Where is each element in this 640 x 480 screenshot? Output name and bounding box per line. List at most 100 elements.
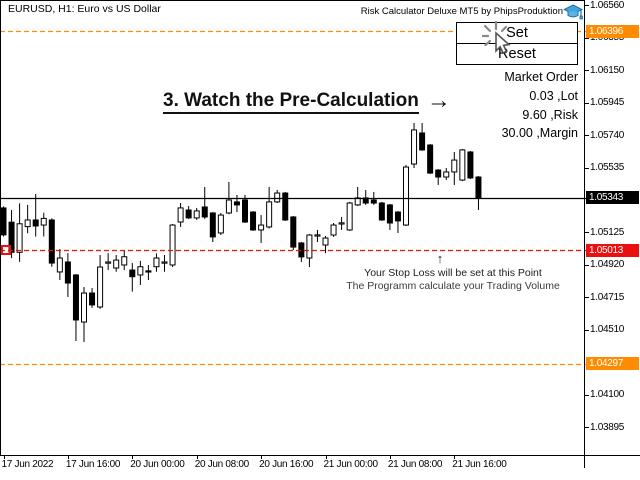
price-tick-label: 1.05125	[590, 226, 625, 238]
time-tick-label: 21 Jun 00:00	[323, 459, 379, 470]
indicator-title: Risk Calculator Deluxe MT5 by PhipsProdu…	[360, 6, 563, 17]
bear-candle	[467, 151, 474, 179]
time-tick-label: 20 Jun 00:00	[130, 459, 185, 470]
price-tick-label: 1.05740	[590, 129, 625, 141]
price-tick-label: 1.05945	[590, 97, 625, 109]
graduation-cap-icon	[563, 4, 583, 20]
time-tick-label: 17 Jun 16:00	[65, 459, 121, 470]
right-arrow-glyph: →	[426, 87, 451, 114]
bear-candle	[145, 270, 152, 273]
bear-candle	[427, 144, 434, 174]
bull-candle	[16, 223, 23, 253]
current-price-line-price-label: 1.05343	[586, 191, 639, 205]
bear-candle	[32, 219, 39, 227]
bull-candle	[24, 219, 31, 228]
bull-candle	[322, 237, 329, 246]
price-tick-label: 1.04100	[590, 389, 625, 401]
bull-candle	[40, 217, 47, 226]
time-tick-label: 21 Jun 16:00	[452, 459, 507, 470]
bull-candle	[338, 222, 345, 225]
bull-candle	[153, 257, 160, 268]
bear-candle	[370, 199, 377, 204]
price-tick-label: 1.06150	[590, 64, 625, 76]
risk-calculator-panel: Set Reset	[456, 22, 578, 65]
bull-candle	[451, 159, 458, 173]
order-type-label: Market Order	[504, 70, 578, 84]
bear-candle	[209, 212, 216, 238]
bull-candle	[443, 171, 450, 178]
bull-candle	[225, 199, 232, 214]
stop-loss-line-price-label: 1.05013	[586, 243, 639, 257]
bear-candle	[378, 202, 385, 221]
bull-candle	[56, 257, 63, 273]
bear-candle	[129, 269, 136, 278]
bull-candle	[81, 292, 87, 323]
take-profit-lower-line-price-label: 1.04297	[586, 357, 639, 371]
bull-candle	[137, 266, 144, 276]
bear-candle	[282, 192, 289, 221]
bear-candle	[394, 211, 401, 222]
stop-loss-drag-marker[interactable]	[1, 245, 11, 255]
price-tick-label: 1.06560	[590, 0, 625, 11]
set-button[interactable]: Set	[457, 23, 577, 44]
lot-value: 0.03 ,Lot	[529, 88, 578, 103]
bull-candle	[258, 224, 265, 231]
bull-candle	[193, 210, 200, 219]
bull-candle	[161, 261, 168, 264]
time-tick-label: 17 Jun 2022	[1, 459, 54, 470]
bull-candle	[121, 256, 128, 266]
bull-candle	[113, 259, 120, 269]
tutorial-heading: 3. Watch the Pre-Calculation →	[163, 87, 451, 115]
stoploss-annotation-line2: The Programm calculate your Trading Volu…	[346, 280, 560, 292]
bull-candle	[306, 234, 313, 259]
order-info: Market Order 0.03 ,Lot 9.60 ,Risk 30.00 …	[502, 68, 578, 143]
bull-candle	[274, 192, 281, 203]
bear-candle	[89, 292, 96, 306]
bull-candle	[403, 166, 409, 226]
bull-candle	[217, 214, 224, 234]
bear-candle	[201, 206, 208, 218]
bear-candle	[72, 274, 79, 321]
bull-candle	[105, 261, 112, 264]
bull-candle	[411, 129, 418, 165]
price-tick-label: 1.06355	[590, 32, 625, 44]
bull-candle	[177, 207, 184, 223]
bull-candle	[169, 224, 176, 266]
margin-value: 30.00 ,Margin	[501, 126, 578, 141]
risk-value: 9.60 ,Risk	[522, 107, 578, 122]
bear-candle	[250, 211, 257, 231]
bear-candle	[48, 219, 55, 264]
time-tick-label: 20 Jun 16:00	[259, 459, 314, 470]
bear-candle	[475, 176, 482, 199]
bear-candle	[64, 261, 71, 284]
symbol-title: EURUSD, H1: Euro vs US Dollar	[8, 3, 161, 15]
time-tick-label: 21 Jun 08:00	[387, 459, 443, 470]
price-tick-label: 1.05535	[590, 162, 625, 173]
bull-candle	[97, 266, 104, 308]
bull-candle	[314, 234, 321, 237]
bear-candle	[419, 132, 426, 151]
tutorial-heading-text: 3. Watch the Pre-Calculation	[163, 90, 419, 114]
bull-candle	[266, 201, 273, 228]
price-tick-label: 1.04510	[590, 324, 625, 336]
take-profit-upper-line-price-label: 1.06396	[586, 24, 639, 38]
up-arrow-glyph: ↑	[436, 251, 444, 266]
bear-candle	[0, 207, 7, 236]
bear-candle	[185, 209, 192, 219]
bear-candle	[242, 199, 248, 223]
price-tick-label: 1.04715	[590, 291, 625, 303]
bear-candle	[435, 169, 442, 178]
bear-candle	[233, 201, 240, 206]
bear-candle	[386, 204, 393, 224]
time-tick-label: 20 Jun 08:00	[194, 459, 250, 470]
price-tick-label: 1.04920	[590, 259, 625, 271]
bull-candle	[346, 202, 353, 231]
bull-candle	[330, 224, 337, 236]
price-tick-label: 1.03895	[590, 421, 625, 433]
bear-candle	[8, 221, 15, 253]
stoploss-annotation: Your Stop Loss will be set at this Point…	[332, 267, 574, 293]
reset-button[interactable]: Reset	[498, 46, 536, 62]
bear-candle	[290, 216, 297, 248]
stoploss-annotation-line1: Your Stop Loss will be set at this Point	[364, 267, 542, 279]
